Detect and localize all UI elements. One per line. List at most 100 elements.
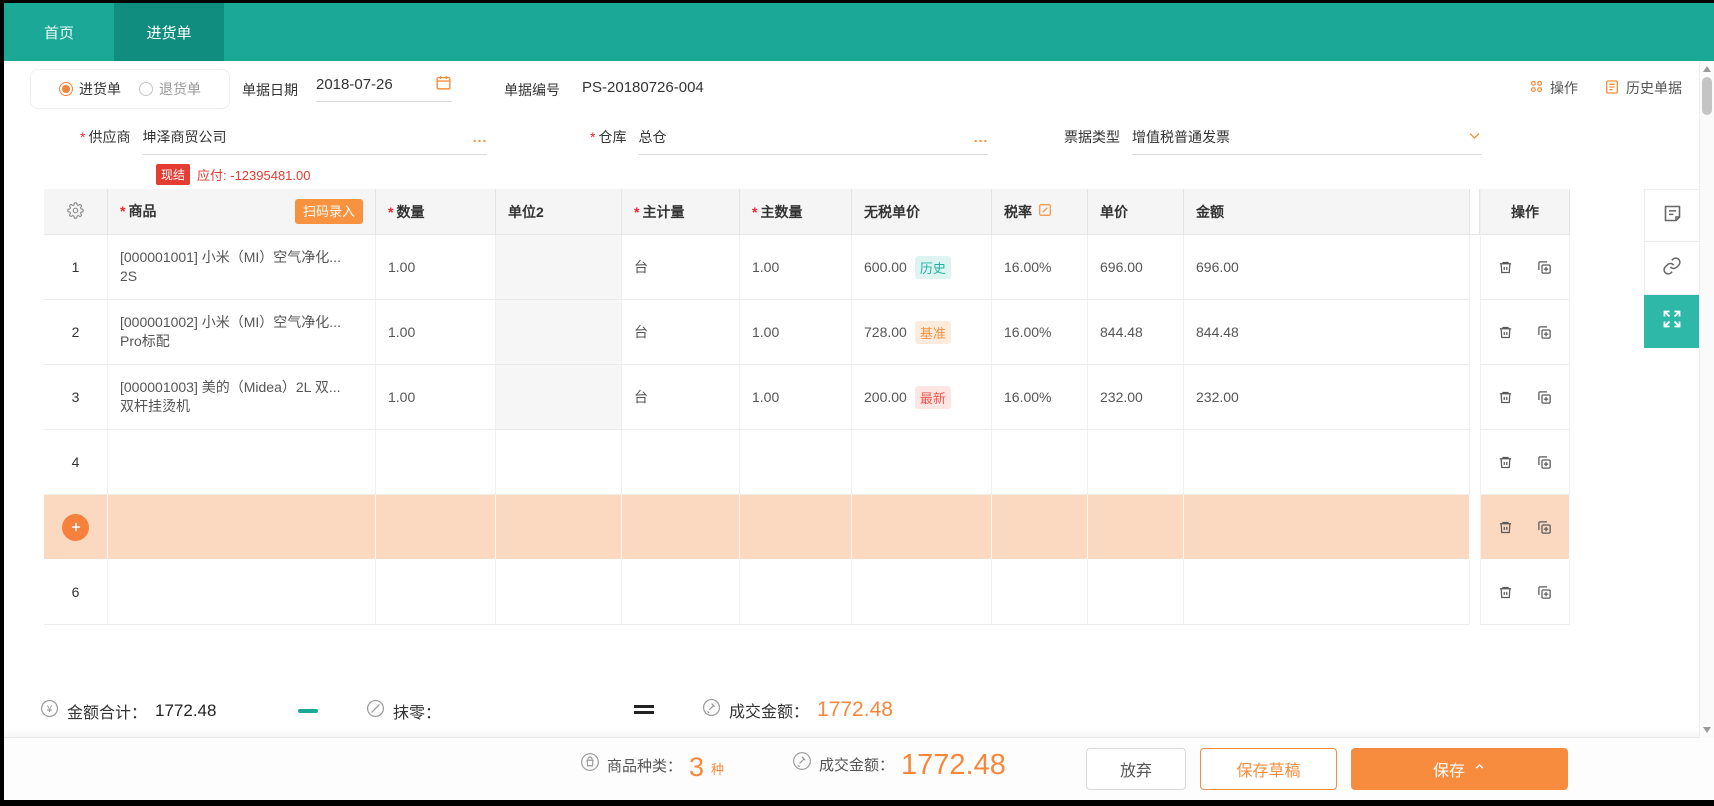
delete-row-button[interactable]: [1498, 325, 1513, 340]
main-qty-cell[interactable]: [740, 560, 852, 625]
main-qty-cell[interactable]: 1.00: [740, 365, 852, 430]
warehouse-picker-icon[interactable]: ...: [973, 129, 989, 145]
deal-amount-value: 1772.48: [817, 698, 893, 721]
amount-cell[interactable]: [1184, 560, 1470, 625]
main-qty-cell[interactable]: 1.00: [740, 235, 852, 300]
table-settings-cell[interactable]: [44, 189, 108, 235]
supplier-input[interactable]: 坤泽商贸公司 ...: [142, 127, 488, 155]
qty-cell[interactable]: 1.00: [376, 365, 496, 430]
no-tax-price-cell[interactable]: 728.00 基准: [852, 300, 992, 365]
save-draft-button[interactable]: 保存草稿: [1200, 748, 1337, 790]
unit-price-cell[interactable]: [1088, 560, 1184, 625]
main-qty-cell[interactable]: 1.00: [740, 300, 852, 365]
unit2-cell[interactable]: [496, 365, 622, 430]
tab-home[interactable]: 首页: [43, 24, 74, 42]
main-unit-cell[interactable]: 台: [622, 235, 740, 300]
delete-row-button[interactable]: [1498, 390, 1513, 405]
cancel-button[interactable]: 放弃: [1086, 748, 1186, 790]
supplier-picker-icon[interactable]: ...: [472, 129, 488, 145]
save-button[interactable]: 保存: [1351, 748, 1568, 790]
no-tax-price-cell[interactable]: [852, 560, 992, 625]
notes-tool-button[interactable]: [1644, 189, 1700, 242]
gear-icon[interactable]: [67, 201, 84, 222]
unit-price-cell[interactable]: 232.00: [1088, 365, 1184, 430]
no-tax-price-cell[interactable]: [852, 495, 992, 560]
amount-cell[interactable]: 232.00: [1184, 365, 1470, 430]
amount-cell[interactable]: 844.48: [1184, 300, 1470, 365]
main-qty-cell[interactable]: [740, 430, 852, 495]
qty-cell[interactable]: 1.00: [376, 300, 496, 365]
copy-row-button[interactable]: [1537, 585, 1552, 600]
product-cell[interactable]: [000001002] 小米（MI）空气净化... Pro标配: [108, 300, 376, 365]
qty-cell[interactable]: [376, 560, 496, 625]
tab-purchase-order[interactable]: 进货单: [114, 3, 224, 61]
delete-row-button[interactable]: [1498, 585, 1513, 600]
invoice-type-select[interactable]: 增值税普通发票: [1132, 127, 1482, 155]
link-tool-button[interactable]: [1644, 242, 1700, 295]
qty-cell[interactable]: [376, 430, 496, 495]
unit-price-cell[interactable]: [1088, 430, 1184, 495]
edit-tax-icon[interactable]: [1038, 203, 1052, 220]
no-tax-price-cell[interactable]: 200.00 最新: [852, 365, 992, 430]
main-unit-cell[interactable]: [622, 495, 740, 560]
main-unit-cell[interactable]: [622, 560, 740, 625]
history-docs-button[interactable]: 历史单据: [1604, 78, 1682, 98]
calendar-icon[interactable]: [435, 74, 452, 95]
qty-cell[interactable]: [376, 495, 496, 560]
unit-price-cell[interactable]: [1088, 495, 1184, 560]
link-icon: [1662, 256, 1682, 281]
unit2-cell[interactable]: [496, 495, 622, 560]
qty-cell[interactable]: 1.00: [376, 235, 496, 300]
warehouse-input[interactable]: 总仓 ...: [638, 127, 989, 155]
scroll-down-arrow[interactable]: [1703, 727, 1711, 733]
unit2-cell[interactable]: [496, 430, 622, 495]
operations-menu-button[interactable]: 操作: [1529, 78, 1578, 98]
tax-rate-cell[interactable]: 16.00%: [992, 235, 1088, 300]
radio-purchase-label: 进货单: [79, 81, 121, 97]
fullscreen-tool-button[interactable]: [1644, 295, 1700, 348]
copy-row-button[interactable]: [1537, 325, 1552, 340]
product-cell[interactable]: [000001003] 美的（Midea）2L 双... 双杆挂烫机: [108, 365, 376, 430]
unit-price-cell[interactable]: 696.00: [1088, 235, 1184, 300]
scan-entry-button[interactable]: 扫码录入: [294, 199, 363, 224]
row-index-cell[interactable]: [44, 495, 108, 560]
unit-price-cell[interactable]: 844.48: [1088, 300, 1184, 365]
product-cell[interactable]: [108, 560, 376, 625]
copy-row-button[interactable]: [1537, 260, 1552, 275]
product-cell[interactable]: [108, 430, 376, 495]
no-tax-price-cell[interactable]: [852, 430, 992, 495]
copy-row-button[interactable]: [1537, 520, 1552, 535]
product-cell[interactable]: [108, 495, 376, 560]
scrollbar-thumb[interactable]: [1702, 77, 1712, 115]
radio-purchase-order[interactable]: 进货单: [59, 79, 121, 99]
scroll-up-arrow[interactable]: [1703, 66, 1711, 72]
vertical-scrollbar[interactable]: [1699, 61, 1714, 738]
unit2-cell[interactable]: [496, 235, 622, 300]
amount-cell[interactable]: [1184, 430, 1470, 495]
row-actions-cell: [1480, 430, 1570, 495]
copy-row-button[interactable]: [1537, 455, 1552, 470]
main-unit-cell[interactable]: 台: [622, 300, 740, 365]
main-unit-cell[interactable]: 台: [622, 365, 740, 430]
no-tax-price-cell[interactable]: 600.00 历史: [852, 235, 992, 300]
main-qty-cell[interactable]: [740, 495, 852, 560]
tax-rate-cell[interactable]: 16.00%: [992, 300, 1088, 365]
unit2-cell[interactable]: [496, 300, 622, 365]
unit2-cell[interactable]: [496, 560, 622, 625]
amount-cell[interactable]: [1184, 495, 1470, 560]
main-unit-cell[interactable]: [622, 430, 740, 495]
add-row-button[interactable]: [62, 513, 89, 541]
tax-rate-cell[interactable]: 16.00%: [992, 365, 1088, 430]
delete-row-button[interactable]: [1498, 455, 1513, 470]
delete-row-button[interactable]: [1498, 520, 1513, 535]
radio-return-order[interactable]: 退货单: [139, 79, 201, 99]
chevron-down-icon[interactable]: [1467, 128, 1482, 146]
product-cell[interactable]: [000001001] 小米（MI）空气净化... 2S: [108, 235, 376, 300]
tax-rate-cell[interactable]: [992, 560, 1088, 625]
doc-date-input[interactable]: 2018-07-26: [316, 74, 452, 102]
tax-rate-cell[interactable]: [992, 495, 1088, 560]
copy-row-button[interactable]: [1537, 390, 1552, 405]
tax-rate-cell[interactable]: [992, 430, 1088, 495]
delete-row-button[interactable]: [1498, 260, 1513, 275]
amount-cell[interactable]: 696.00: [1184, 235, 1470, 300]
